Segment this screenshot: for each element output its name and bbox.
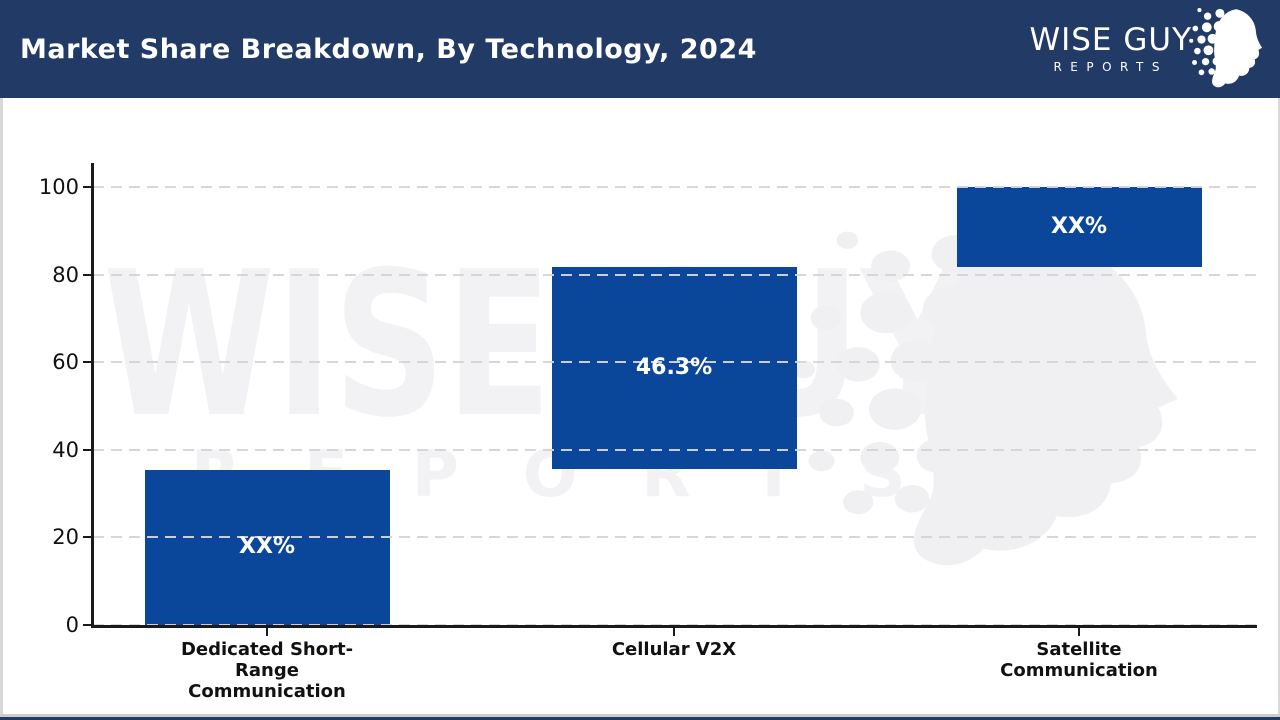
logo-tagline: REPORTS	[1053, 59, 1168, 74]
bar-value-label: XX%	[1051, 213, 1107, 239]
bar-segment	[551, 266, 797, 470]
watermark-face-icon	[793, 231, 1178, 566]
header-banner: Market Share Breakdown, By Technology, 2…	[0, 0, 1280, 98]
y-tick-label: 80	[52, 262, 79, 287]
x-axis	[91, 625, 1257, 628]
gridline	[93, 361, 1257, 364]
bar-segment	[144, 469, 390, 625]
y-tick-label: 40	[52, 437, 79, 462]
x-category-label: Satellite Communication	[1000, 639, 1158, 681]
y-tick-label: 100	[38, 175, 79, 199]
x-tick-mark	[266, 628, 268, 636]
logo-text: WISE GUY REPORTS	[1029, 21, 1192, 74]
y-tick-mark	[83, 273, 91, 276]
chart-title: Market Share Breakdown, By Technology, 2…	[20, 33, 757, 65]
x-tick-mark	[673, 628, 675, 636]
logo-name: WISE GUY	[1029, 21, 1192, 58]
face-profile-logo-icon	[1189, 8, 1263, 88]
y-tick-label: 20	[52, 525, 79, 550]
gridline	[93, 186, 1257, 188]
gridline	[93, 448, 1257, 451]
y-tick-label: 60	[52, 350, 79, 375]
y-tick-mark	[83, 186, 91, 188]
wise-guy-logo: WISE GUY REPORTS	[1029, 6, 1266, 92]
gridline	[93, 536, 1257, 539]
bar-value-label: XX%	[239, 534, 295, 560]
bar-segment	[956, 187, 1202, 267]
x-tick-mark	[1078, 628, 1080, 636]
x-category-label: Cellular V2X	[611, 639, 737, 660]
y-tick-mark	[83, 536, 91, 539]
y-axis	[91, 163, 94, 628]
gridline	[93, 273, 1257, 276]
chart-area: WISE GUY REPORTS 0 20 40 60 80 100 XX% 46.3% XX%…	[0, 98, 1280, 716]
y-tick-mark	[83, 361, 91, 364]
y-tick-label: 0	[65, 613, 79, 637]
y-tick-mark	[83, 624, 91, 626]
plot: 0 20 40 60 80 100 XX% 46.3% XX% Dedicated Short- …	[3, 98, 1280, 716]
y-tick-mark	[83, 448, 91, 451]
x-category-label: Dedicated Short- Range Communication	[180, 639, 354, 702]
footer-bar	[0, 717, 1280, 720]
bar-value-label: 46.3%	[635, 355, 713, 381]
chart-bottom-border	[0, 714, 1280, 717]
